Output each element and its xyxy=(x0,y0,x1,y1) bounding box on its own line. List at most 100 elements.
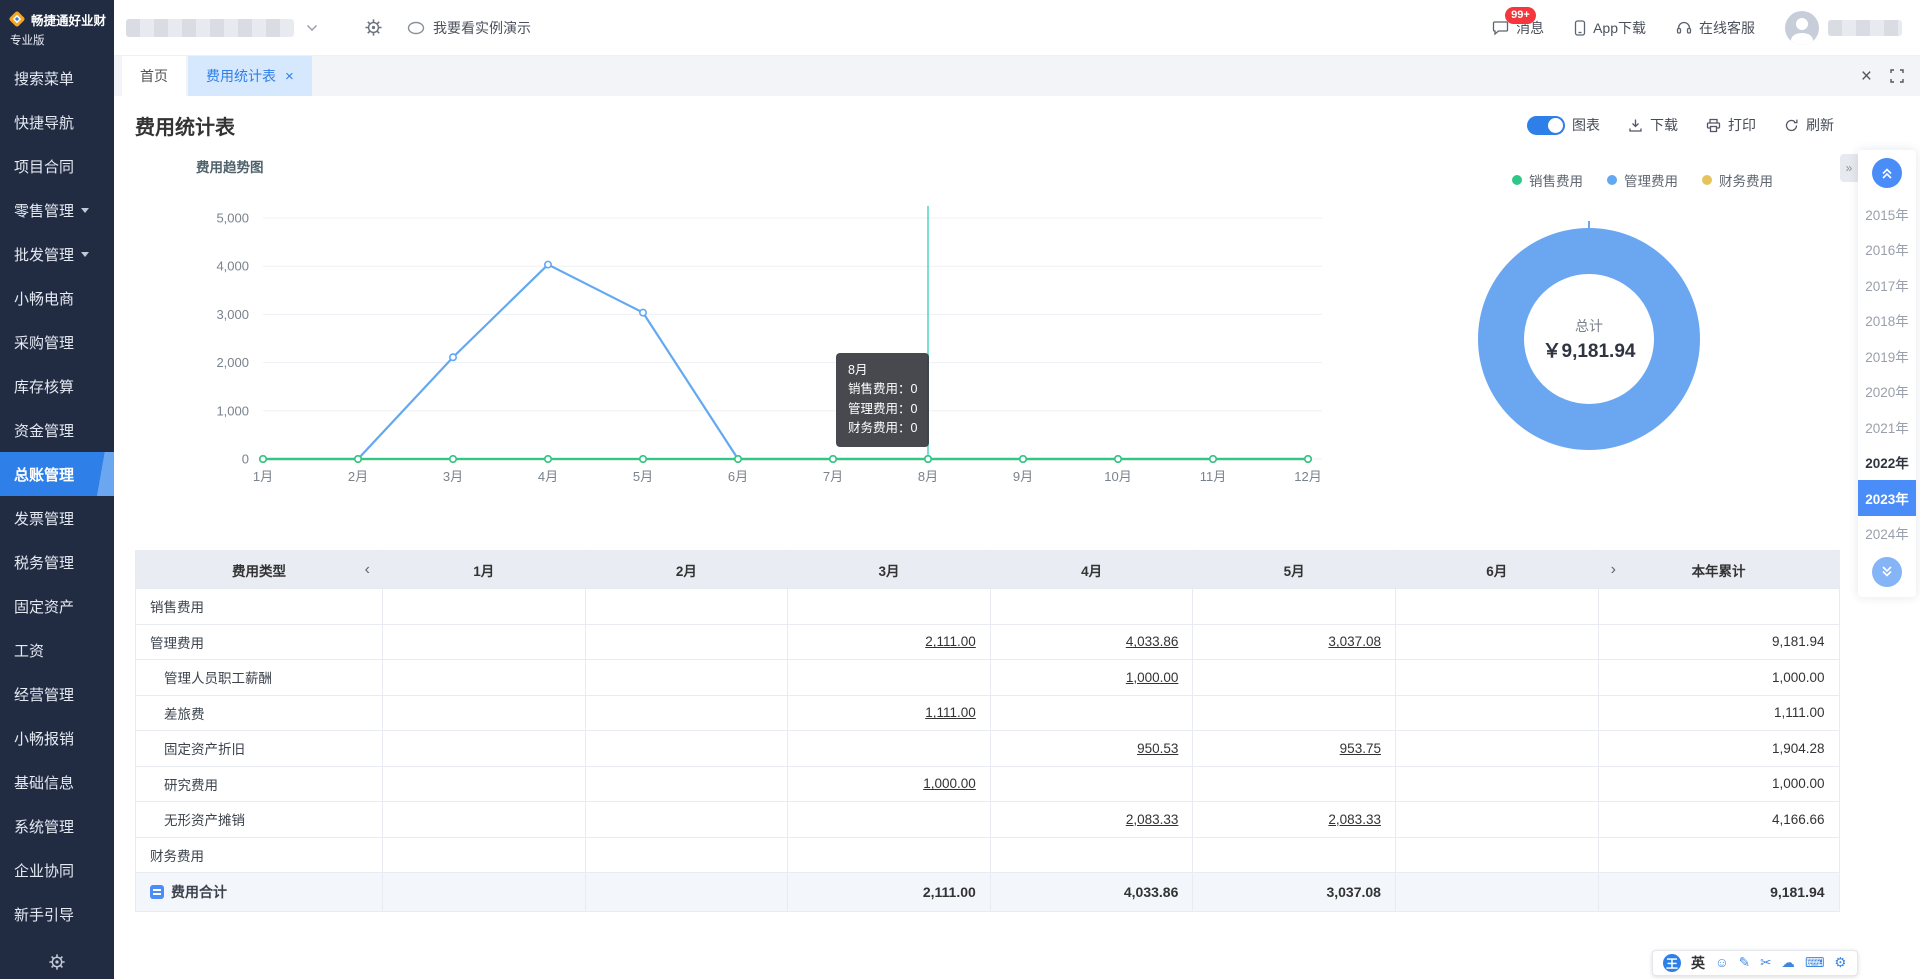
fullscreen-icon[interactable] xyxy=(1890,69,1904,83)
print-label: 打印 xyxy=(1728,117,1756,133)
user-menu[interactable] xyxy=(1785,10,1902,45)
total-cell-value: 3,037.08 xyxy=(1193,873,1396,912)
total-cell-value xyxy=(585,873,789,912)
toggle-switch[interactable] xyxy=(1527,115,1565,135)
scissors-icon[interactable]: ✂ xyxy=(1760,955,1772,971)
sidebar-item[interactable]: 发票管理 xyxy=(0,496,114,540)
svg-text:9月: 9月 xyxy=(1013,469,1033,484)
cell-value xyxy=(1395,660,1599,696)
close-icon[interactable]: × xyxy=(285,67,294,85)
app-download-button[interactable]: App下载 xyxy=(1574,18,1646,38)
sidebar-item[interactable]: 经营管理 xyxy=(0,672,114,716)
sidebar-item[interactable]: 搜索菜单 xyxy=(0,56,114,100)
cell-value xyxy=(383,624,586,660)
chevron-right-icon[interactable]: › xyxy=(1610,560,1616,578)
cell-value xyxy=(383,589,586,625)
settings-gear-icon[interactable] xyxy=(48,953,66,971)
cell-value[interactable]: 953.75 xyxy=(1193,731,1396,767)
year-item[interactable]: 2020年 xyxy=(1865,385,1909,401)
cell-value[interactable]: 1,111.00 xyxy=(788,695,991,731)
year-item[interactable]: 2015年 xyxy=(1865,207,1909,223)
sidebar-item[interactable]: 基础信息 xyxy=(0,760,114,804)
chevron-left-icon[interactable]: ‹ xyxy=(364,560,370,578)
sidebar-item[interactable]: 小畅电商 xyxy=(0,276,114,320)
column-header: 3月 xyxy=(788,551,991,589)
sidebar-item[interactable]: 采购管理 xyxy=(0,320,114,364)
legend-item[interactable]: 管理费用 xyxy=(1607,170,1678,190)
expense-donut-chart[interactable]: 总计 ￥9,181.94 xyxy=(1459,209,1719,469)
svg-text:6月: 6月 xyxy=(728,469,748,484)
table-row: 销售费用 xyxy=(136,589,1840,625)
legend-item[interactable]: 财务费用 xyxy=(1702,170,1773,190)
sidebar-item[interactable]: 资金管理 xyxy=(0,408,114,452)
total-row-label-text: 费用合计 xyxy=(171,884,227,900)
ime-language-toggle[interactable]: 英 xyxy=(1691,955,1705,971)
expense-trend-line-chart[interactable]: 0 1,000 2,000 3,000 4,000 5,000 1月 2月 3月 4月 5月 6月 7月… xyxy=(154,196,1374,496)
sidebar-item[interactable]: 库存核算 xyxy=(0,364,114,408)
sidebar-item[interactable]: 零售管理 xyxy=(0,188,114,232)
cell-value[interactable]: 2,083.33 xyxy=(990,802,1194,838)
donut-ring[interactable] xyxy=(1478,228,1700,450)
sidebar-item[interactable]: 工资 xyxy=(0,628,114,672)
download-button[interactable]: 下载 xyxy=(1628,115,1678,135)
sidebar-item[interactable]: 批发管理 xyxy=(0,232,114,276)
chart-toggle-label: 图表 xyxy=(1572,117,1600,133)
svg-text:12月: 12月 xyxy=(1294,469,1321,484)
sidebar-item[interactable]: 企业协同 xyxy=(0,848,114,892)
cell-value xyxy=(1193,695,1396,731)
cell-value[interactable]: 1,000.00 xyxy=(990,660,1194,696)
print-button[interactable]: 打印 xyxy=(1706,115,1756,135)
svg-text:5月: 5月 xyxy=(633,469,653,484)
online-service-button[interactable]: 在线客服 xyxy=(1676,18,1755,38)
chart-legend: 销售费用 管理费用 财务费用 xyxy=(1512,170,1773,190)
year-item[interactable]: 2019年 xyxy=(1865,349,1909,365)
cell-value[interactable]: 4,033.86 xyxy=(990,624,1194,660)
tab-home[interactable]: 首页 xyxy=(122,56,186,96)
year-scroll-down-icon[interactable] xyxy=(1872,557,1902,587)
settings-gear-icon[interactable]: ⚙ xyxy=(1834,955,1847,971)
sidebar-item[interactable]: 快捷导航 xyxy=(0,100,114,144)
main-content: 费用统计表 图表 下载 打印 刷新 xyxy=(114,96,1920,979)
cloud-icon[interactable]: ☁ xyxy=(1781,955,1795,971)
year-item[interactable]: 2018年 xyxy=(1865,314,1909,330)
year-panel-collapse-icon[interactable]: » xyxy=(1840,154,1858,182)
ime-logo-icon[interactable]: 王 xyxy=(1663,954,1681,972)
keyboard-icon[interactable]: ⌨ xyxy=(1804,955,1825,971)
sidebar-item[interactable]: 系统管理 xyxy=(0,804,114,848)
sidebar-item[interactable]: 小畅报销 xyxy=(0,716,114,760)
svg-text:7月: 7月 xyxy=(823,469,843,484)
cell-value[interactable]: 3,037.08 xyxy=(1193,624,1396,660)
year-item[interactable]: 2016年 xyxy=(1865,243,1909,259)
sidebar-item[interactable]: 项目合同 xyxy=(0,144,114,188)
tab-expense-report[interactable]: 费用统计表 × xyxy=(188,56,312,96)
refresh-button[interactable]: 刷新 xyxy=(1784,115,1834,135)
demo-link[interactable]: 我要看实例演示 xyxy=(407,18,531,38)
year-item[interactable]: 2021年 xyxy=(1865,420,1909,436)
cell-value[interactable]: 2,111.00 xyxy=(788,624,991,660)
legend-item[interactable]: 销售费用 xyxy=(1512,170,1583,190)
svg-text:4,000: 4,000 xyxy=(216,259,249,274)
settings-gear-icon[interactable] xyxy=(364,18,383,37)
chart-toggle[interactable]: 图表 xyxy=(1527,115,1600,135)
svg-text:1,000: 1,000 xyxy=(216,403,249,418)
sidebar-item[interactable]: 总账管理 xyxy=(0,452,114,496)
sidebar-item[interactable]: 新手引导 xyxy=(0,892,114,936)
org-selector[interactable] xyxy=(126,18,354,37)
cell-value[interactable]: 950.53 xyxy=(990,731,1194,767)
handwriting-pen-icon[interactable]: ✎ xyxy=(1738,955,1751,971)
cell-value xyxy=(585,695,789,731)
sidebar-item[interactable]: 固定资产 xyxy=(0,584,114,628)
year-item[interactable]: 2017年 xyxy=(1865,278,1909,294)
year-scroll-up-icon[interactable] xyxy=(1872,158,1902,188)
cell-value[interactable]: 1,000.00 xyxy=(788,766,991,802)
sidebar-item[interactable]: 税务管理 xyxy=(0,540,114,584)
emoji-icon[interactable]: ☺ xyxy=(1715,955,1729,971)
close-tabs-icon[interactable]: × xyxy=(1860,65,1872,87)
tooltip-line: 财务费用：0 xyxy=(848,421,918,436)
cell-value[interactable]: 2,083.33 xyxy=(1193,802,1396,838)
year-item[interactable]: 2023年 xyxy=(1858,480,1916,516)
year-item[interactable]: 2024年 xyxy=(1865,527,1909,543)
row-label: 无形资产摊销 xyxy=(136,802,383,838)
year-item[interactable]: 2022年 xyxy=(1865,456,1909,472)
messages-button[interactable]: 99+ 消息 xyxy=(1492,6,1544,38)
